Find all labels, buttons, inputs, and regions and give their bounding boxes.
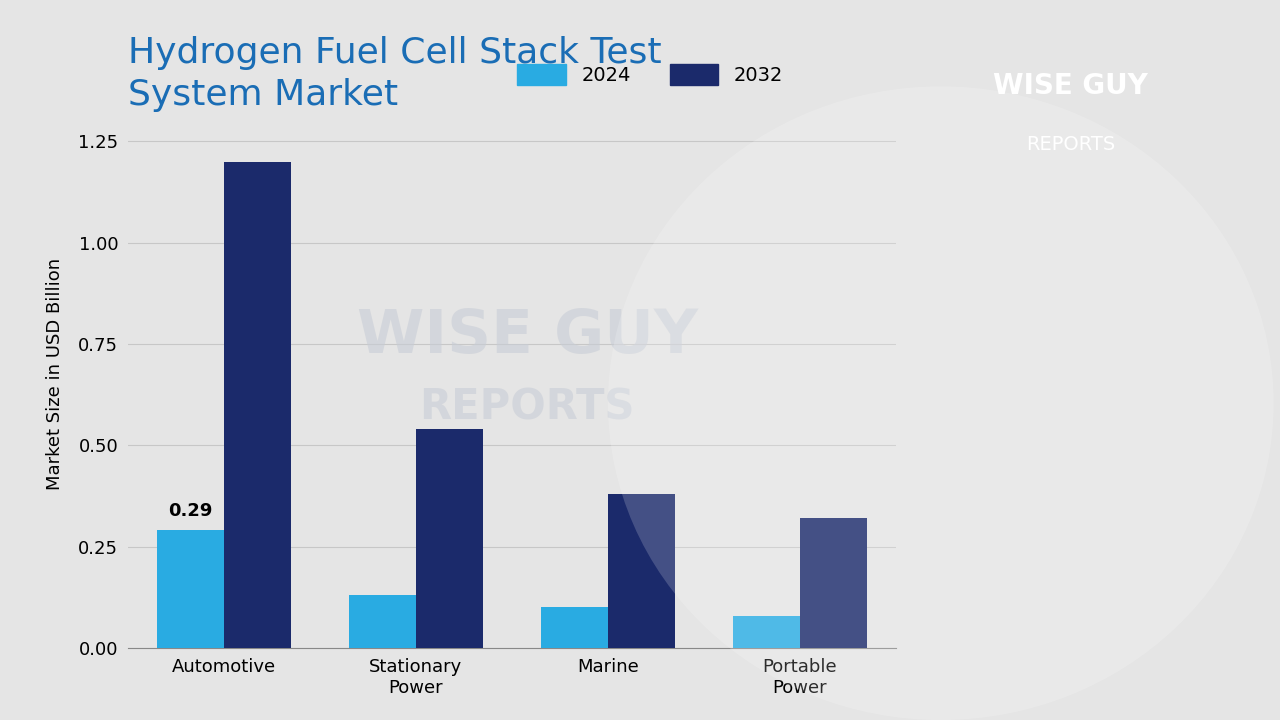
Bar xyxy=(224,161,292,648)
Text: Hydrogen Fuel Cell Stack Test
System Market: Hydrogen Fuel Cell Stack Test System Mar… xyxy=(128,36,662,112)
Bar xyxy=(800,518,868,648)
Text: 0.29: 0.29 xyxy=(168,503,212,521)
Bar xyxy=(348,595,416,648)
Legend: 2024, 2032: 2024, 2032 xyxy=(509,56,791,93)
Y-axis label: Market Size in USD Billion: Market Size in USD Billion xyxy=(46,258,64,490)
Bar xyxy=(733,616,800,648)
Bar xyxy=(157,531,224,648)
Text: WISE GUY: WISE GUY xyxy=(357,307,698,366)
Text: WISE GUY: WISE GUY xyxy=(993,73,1148,100)
Text: REPORTS: REPORTS xyxy=(420,386,635,428)
Bar xyxy=(416,429,484,648)
Bar xyxy=(540,608,608,648)
Text: REPORTS: REPORTS xyxy=(1027,135,1115,153)
Ellipse shape xyxy=(608,86,1274,720)
Bar xyxy=(608,494,676,648)
